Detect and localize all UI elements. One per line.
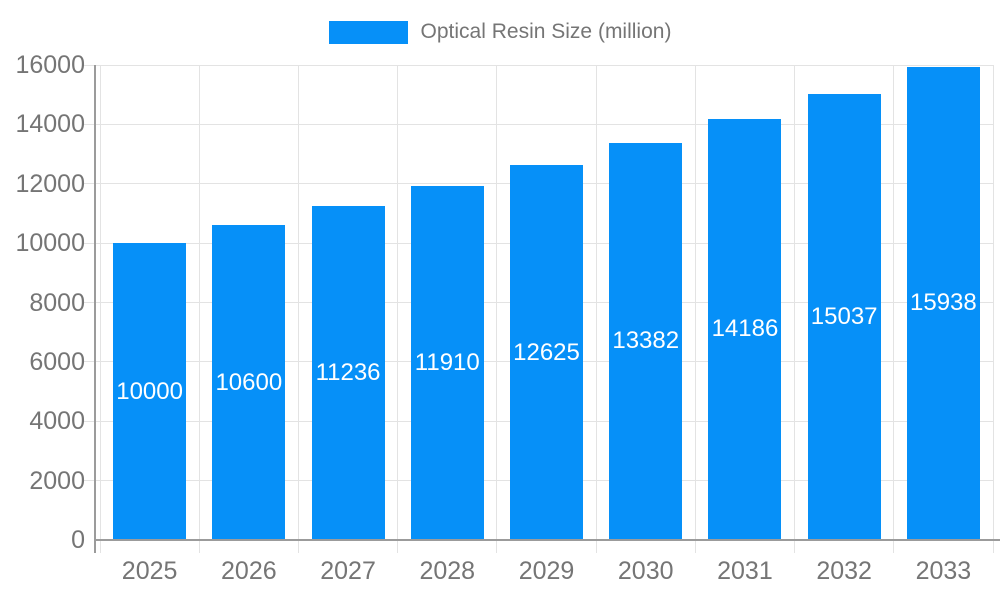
bar[interactable] <box>113 243 187 540</box>
bar[interactable] <box>410 186 484 540</box>
y-axis-label: 4000 <box>29 407 85 436</box>
gridline-vertical <box>198 65 200 553</box>
gridline-vertical <box>595 65 597 553</box>
y-axis-label: 10000 <box>15 229 85 258</box>
legend-item[interactable]: Optical Resin Size (million) <box>0 16 1000 48</box>
bar-value-label: 12625 <box>513 338 580 366</box>
y-axis-label: 12000 <box>15 169 85 198</box>
gridline-vertical <box>694 65 696 553</box>
x-axis-label: 2027 <box>320 557 376 585</box>
y-axis-label: 8000 <box>29 288 85 317</box>
bar[interactable] <box>311 206 385 540</box>
y-axis-label: 6000 <box>29 347 85 376</box>
gridline-vertical <box>297 65 299 553</box>
bar[interactable] <box>212 225 286 540</box>
bar[interactable] <box>609 142 683 540</box>
gridline-vertical <box>397 65 399 553</box>
gridline-vertical <box>99 65 101 553</box>
bar[interactable] <box>807 93 881 540</box>
x-axis-label: 2033 <box>915 557 972 585</box>
bar-value-label: 11910 <box>414 349 480 377</box>
gridline-horizontal <box>82 123 993 125</box>
gridline-vertical <box>893 65 895 553</box>
x-axis-label: 2026 <box>221 557 277 585</box>
bar[interactable] <box>906 66 980 540</box>
bar-value-label: 10000 <box>116 377 183 405</box>
x-axis-line <box>94 539 1000 541</box>
bar[interactable] <box>510 165 583 540</box>
legend-label: Optical Resin Size (million) <box>420 20 672 43</box>
bar-value-label: 13382 <box>612 327 680 355</box>
bar-value-label: 11236 <box>315 359 381 387</box>
bar-value-label: 14186 <box>711 315 779 343</box>
y-axis-label: 14000 <box>15 110 85 139</box>
y-axis-label: 0 <box>71 526 85 554</box>
x-axis-label: 2031 <box>717 557 773 585</box>
x-axis-label: 2030 <box>617 557 674 585</box>
y-axis-label: 2000 <box>29 466 85 495</box>
legend-swatch <box>328 20 408 44</box>
x-axis-label: 2028 <box>419 557 476 585</box>
x-axis-label: 2025 <box>121 557 178 585</box>
bar-value-label: 10600 <box>215 368 283 396</box>
gridline-vertical <box>496 65 498 553</box>
y-axis-label: 16000 <box>15 51 85 79</box>
x-axis-label: 2032 <box>816 557 872 585</box>
bar-value-label: 15938 <box>910 289 977 317</box>
gridline-vertical <box>794 65 796 553</box>
gridline-horizontal <box>82 64 993 66</box>
gridline-vertical <box>992 65 994 553</box>
bar[interactable] <box>708 118 782 540</box>
y-axis-line <box>94 65 96 553</box>
bar-value-label: 15037 <box>810 302 878 330</box>
x-axis-label: 2029 <box>518 557 575 585</box>
